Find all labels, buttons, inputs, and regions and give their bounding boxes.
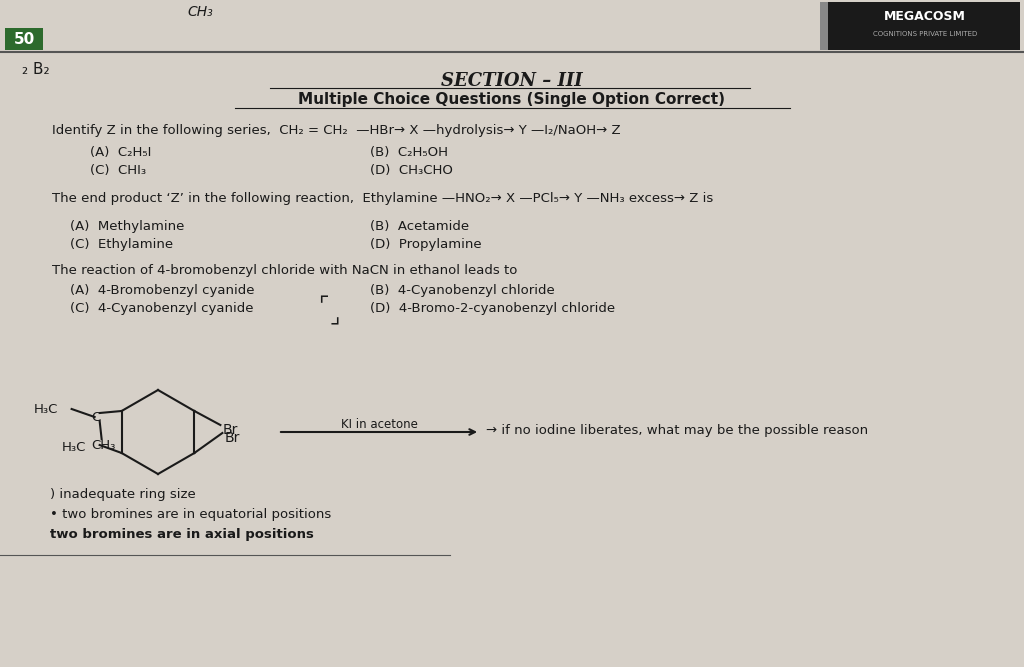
Text: (B)  Acetamide: (B) Acetamide <box>370 220 469 233</box>
Text: (C)  4-Cyanobenzyl cyanide: (C) 4-Cyanobenzyl cyanide <box>70 302 254 315</box>
Text: Br: Br <box>224 431 240 445</box>
Text: (D)  4-Bromo-2-cyanobenzyl chloride: (D) 4-Bromo-2-cyanobenzyl chloride <box>370 302 615 315</box>
Text: (D)  CH₃CHO: (D) CH₃CHO <box>370 164 453 177</box>
Text: (B)  4-Cyanobenzyl chloride: (B) 4-Cyanobenzyl chloride <box>370 284 555 297</box>
Text: MEGACOSM: MEGACOSM <box>884 9 966 23</box>
Text: (C)  Ethylamine: (C) Ethylamine <box>70 238 173 251</box>
Text: The reaction of 4-bromobenzyl chloride with NaCN in ethanol leads to: The reaction of 4-bromobenzyl chloride w… <box>52 264 517 277</box>
Text: ⌟: ⌟ <box>330 307 340 327</box>
Text: KI in acetone: KI in acetone <box>341 418 418 431</box>
Text: (A)  Methylamine: (A) Methylamine <box>70 220 184 233</box>
Text: → if no iodine liberates, what may be the possible reason: → if no iodine liberates, what may be th… <box>486 424 868 437</box>
FancyBboxPatch shape <box>5 28 43 50</box>
Text: ) inadequate ring size: ) inadequate ring size <box>50 488 196 501</box>
Text: 50: 50 <box>13 31 35 47</box>
Text: Identify Z in the following series,  CH₂ = CH₂  —HBr→ X —hydrolysis→ Y —I₂/NaOH→: Identify Z in the following series, CH₂ … <box>52 124 621 137</box>
Text: two bromines are in axial positions: two bromines are in axial positions <box>50 528 314 541</box>
Text: COGNITIONS PRIVATE LIMITED: COGNITIONS PRIVATE LIMITED <box>872 31 977 37</box>
Text: ⌜: ⌜ <box>318 296 329 316</box>
Text: (D)  Propylamine: (D) Propylamine <box>370 238 481 251</box>
Text: Br: Br <box>222 423 238 437</box>
Text: The end product ‘Z’ in the following reaction,  Ethylamine —HNO₂→ X —PCl₅→ Y —NH: The end product ‘Z’ in the following rea… <box>52 192 714 205</box>
Text: • two bromines are in equatorial positions: • two bromines are in equatorial positio… <box>50 508 331 521</box>
Text: (C)  CHI₃: (C) CHI₃ <box>90 164 146 177</box>
Text: C: C <box>91 411 100 424</box>
Text: H₃C: H₃C <box>34 403 58 416</box>
Text: (A)  C₂H₅I: (A) C₂H₅I <box>90 146 152 159</box>
Text: Multiple Choice Questions (Single Option Correct): Multiple Choice Questions (Single Option… <box>299 92 725 107</box>
Bar <box>820 2 828 50</box>
Text: CH₃: CH₃ <box>187 5 213 19</box>
Bar <box>820 2 1020 50</box>
Text: ₂ B₂: ₂ B₂ <box>22 62 49 77</box>
Text: CH₃: CH₃ <box>91 439 116 452</box>
Text: (A)  4-Bromobenzyl cyanide: (A) 4-Bromobenzyl cyanide <box>70 284 255 297</box>
Text: SECTION – III: SECTION – III <box>441 72 583 90</box>
Text: (B)  C₂H₅OH: (B) C₂H₅OH <box>370 146 449 159</box>
Text: H₃C: H₃C <box>61 441 86 454</box>
